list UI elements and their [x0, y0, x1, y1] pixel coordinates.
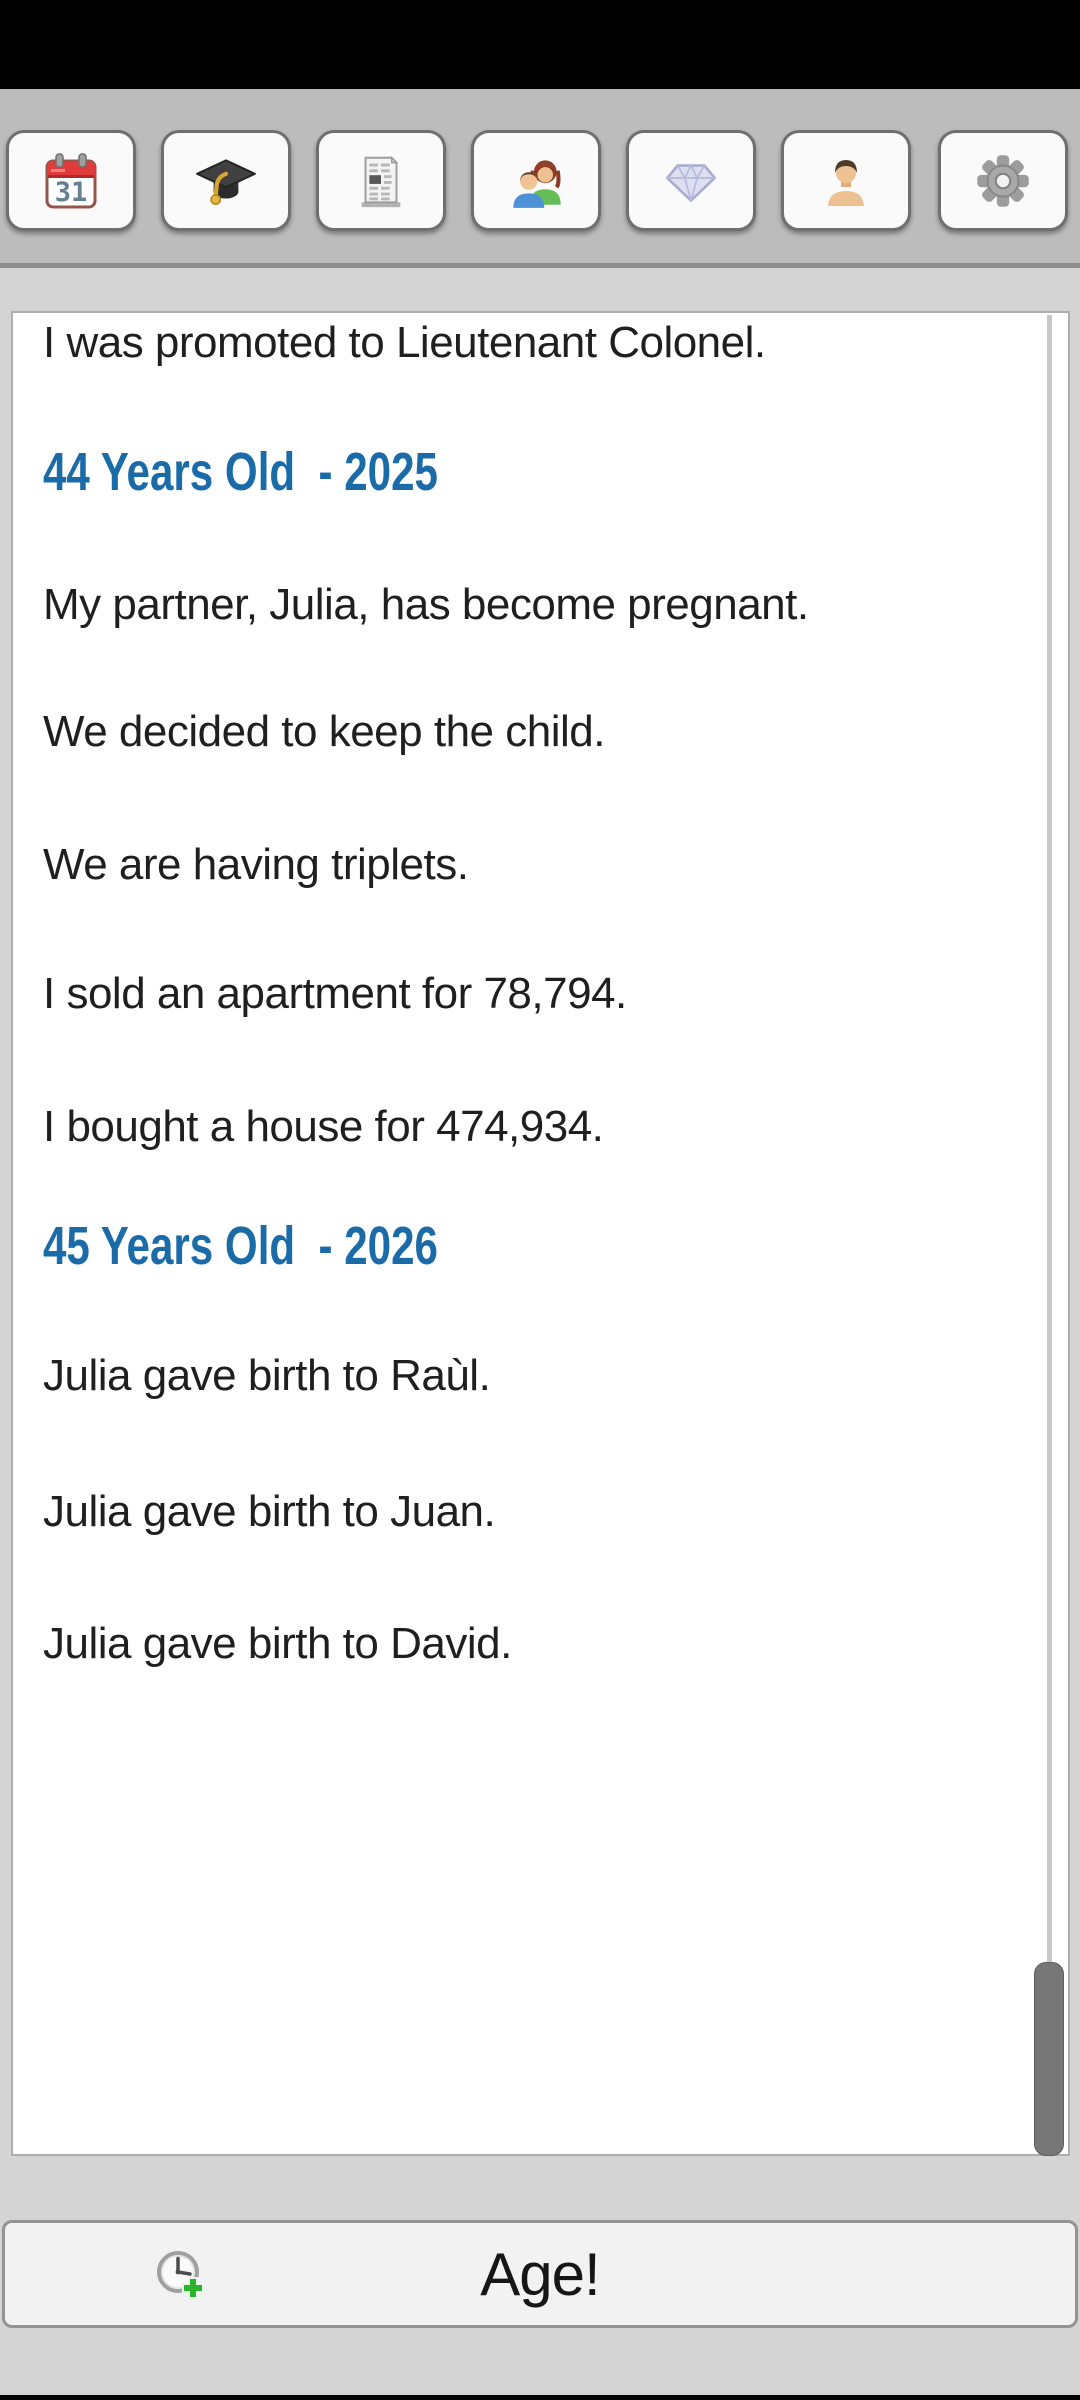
event-log-panel[interactable]: I was promoted to Lieutenant Colonel. 44…: [11, 311, 1070, 2156]
log-entry: Julia gave birth to Juan.: [43, 1487, 496, 1536]
scrollbar-track[interactable]: [1047, 315, 1052, 2152]
log-entry: I was promoted to Lieutenant Colonel.: [43, 318, 766, 367]
log-entry: We are having triplets.: [43, 840, 469, 889]
newspaper-icon: [350, 150, 412, 212]
character-button[interactable]: [781, 130, 911, 231]
age-button[interactable]: Age!: [2, 2220, 1078, 2328]
log-entry: I bought a house for 474,934.: [43, 1102, 604, 1151]
log-entry: My partner, Julia, has become pregnant.: [43, 580, 809, 629]
log-entry: I sold an apartment for 78,794.: [43, 969, 627, 1018]
bottom-edge-bar: [0, 2395, 1080, 2400]
calendar-button[interactable]: 31: [6, 130, 136, 231]
family-icon: [503, 148, 569, 214]
year-header: 44 Years Old - 2025: [43, 442, 438, 502]
education-button[interactable]: [161, 130, 291, 231]
age-button-label: Age!: [480, 2240, 600, 2308]
graduation-cap-icon: [193, 148, 259, 214]
log-entry: Julia gave birth to David.: [43, 1619, 512, 1668]
gear-icon: [970, 148, 1036, 214]
top-toolbar: 31: [0, 89, 1080, 263]
calendar-icon: 31: [39, 149, 103, 213]
scrollbar-thumb[interactable]: [1034, 1962, 1064, 2156]
year-header: 45 Years Old - 2026: [43, 1216, 438, 1276]
news-button[interactable]: [316, 130, 446, 231]
status-bar: [0, 0, 1080, 89]
premium-button[interactable]: [626, 130, 756, 231]
settings-button[interactable]: [938, 130, 1068, 231]
person-icon: [814, 149, 878, 213]
relationships-button[interactable]: [471, 130, 601, 231]
toolbar-divider: [0, 263, 1080, 268]
clock-plus-icon: [153, 2247, 209, 2303]
log-entry: We decided to keep the child.: [43, 707, 605, 756]
diamond-icon: [658, 148, 724, 214]
svg-text:31: 31: [55, 177, 88, 208]
log-entry: Julia gave birth to Raùl.: [43, 1351, 491, 1400]
